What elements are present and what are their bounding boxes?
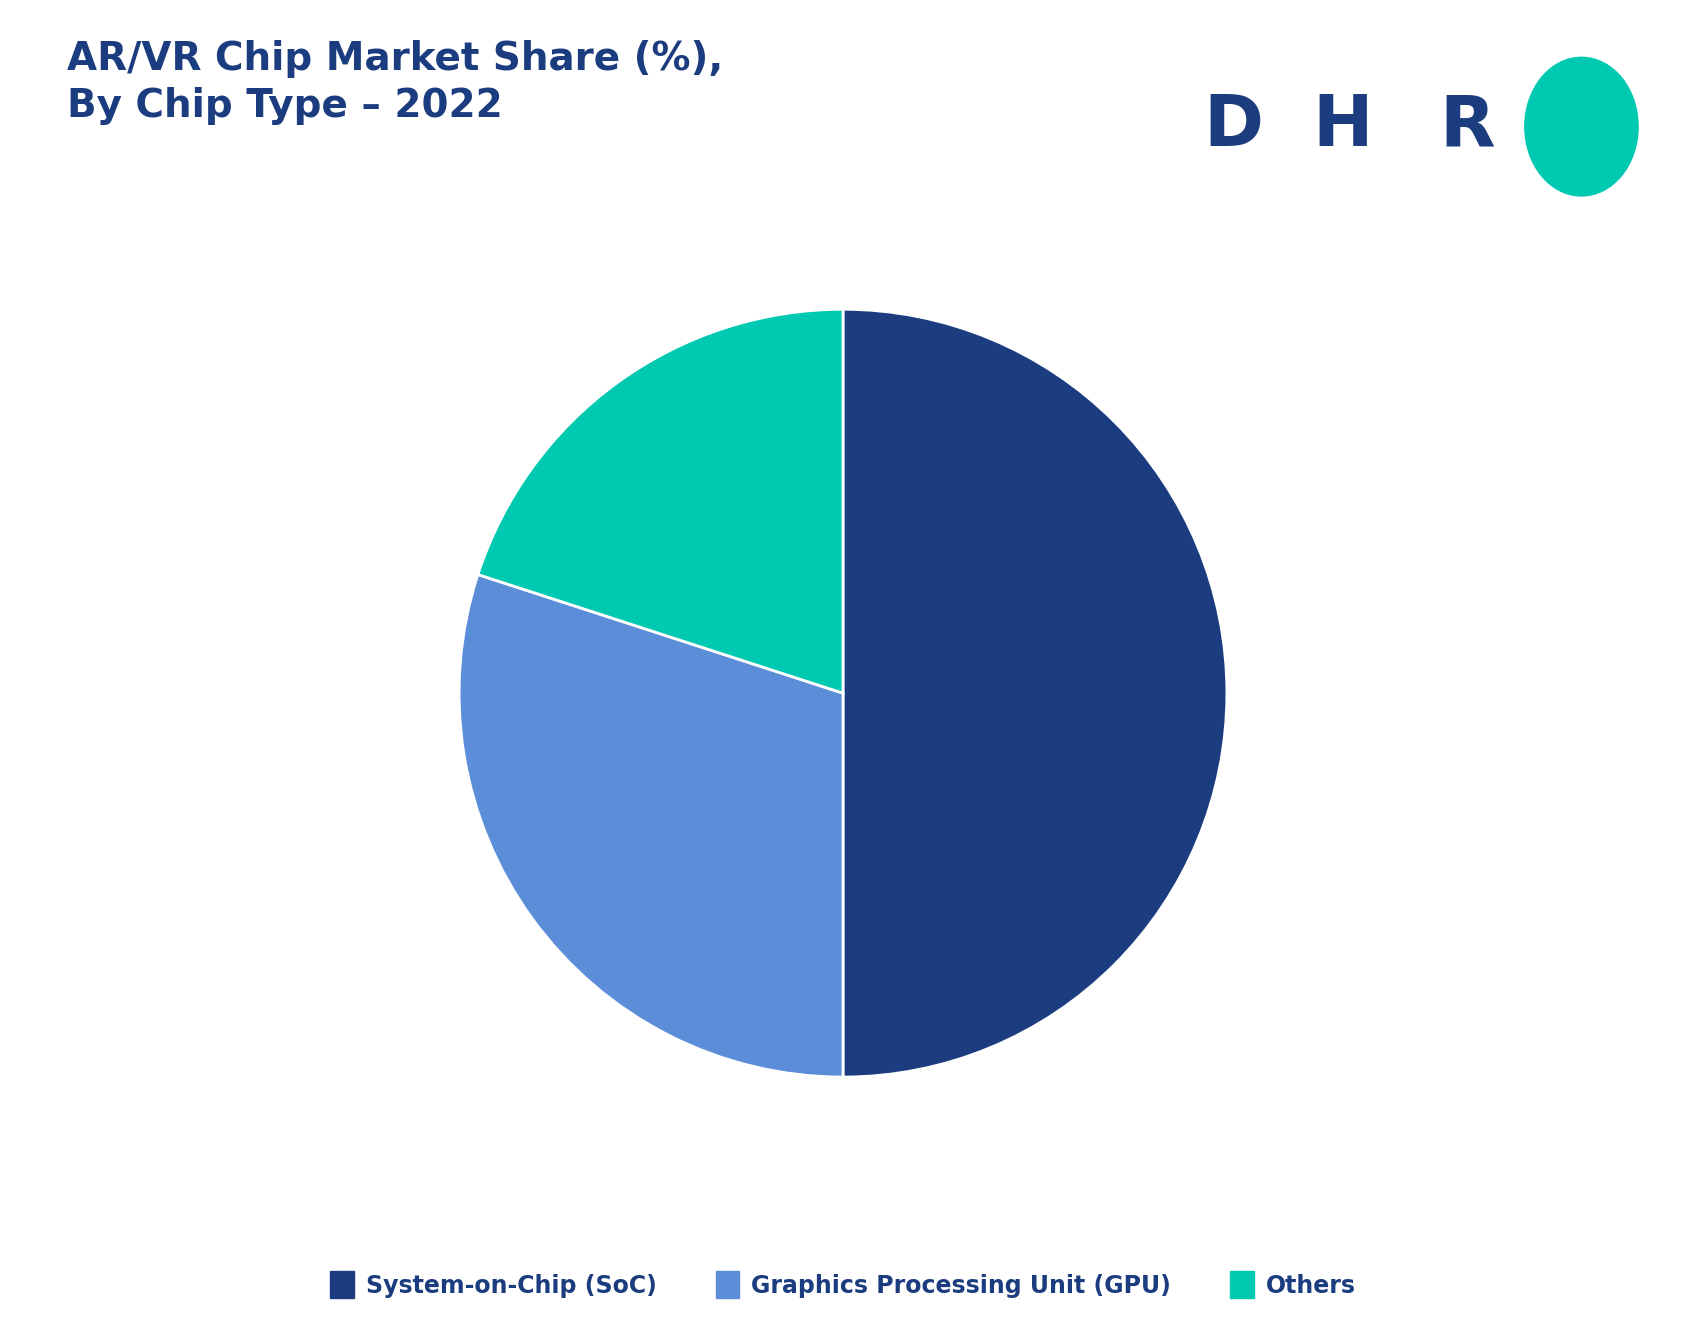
Legend: System-on-Chip (SoC), Graphics Processing Unit (GPU), Others: System-on-Chip (SoC), Graphics Processin… — [320, 1262, 1366, 1308]
Wedge shape — [477, 309, 843, 693]
Wedge shape — [459, 575, 843, 1077]
Text: D: D — [1204, 92, 1264, 161]
Wedge shape — [843, 309, 1227, 1077]
Text: AR/VR Chip Market Share (%),
By Chip Type – 2022: AR/VR Chip Market Share (%), By Chip Typ… — [67, 40, 723, 125]
Text: ⚙: ⚙ — [1565, 108, 1598, 145]
Circle shape — [1524, 57, 1639, 196]
Text: R: R — [1440, 92, 1495, 161]
Text: H: H — [1312, 92, 1372, 161]
